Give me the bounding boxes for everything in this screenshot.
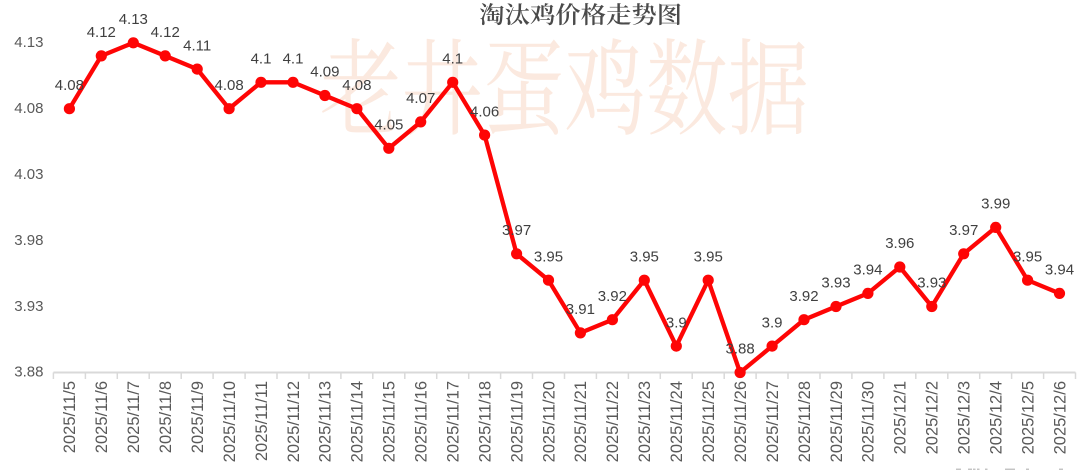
svg-text:2025/12/3: 2025/12/3	[956, 381, 974, 454]
svg-text:3.97: 3.97	[949, 222, 978, 239]
svg-text:2025/11/7: 2025/11/7	[125, 381, 143, 453]
svg-text:2025/11/5: 2025/11/5	[61, 381, 79, 453]
svg-text:3.98: 3.98	[14, 232, 43, 249]
svg-text:4.06: 4.06	[470, 103, 499, 120]
svg-text:4.09: 4.09	[310, 64, 339, 81]
svg-text:2025/11/12: 2025/11/12	[285, 381, 303, 462]
svg-text:2025/11/17: 2025/11/17	[445, 381, 463, 462]
svg-text:2025/11/10: 2025/11/10	[221, 381, 239, 462]
svg-text:3.94: 3.94	[1045, 262, 1074, 279]
svg-text:2025/11/23: 2025/11/23	[636, 381, 654, 462]
svg-text:2025/11/26: 2025/11/26	[732, 381, 750, 462]
svg-text:4.08: 4.08	[14, 100, 43, 117]
svg-text:2025/11/18: 2025/11/18	[476, 381, 494, 462]
svg-text:2025/11/15: 2025/11/15	[381, 381, 399, 462]
svg-text:3.93: 3.93	[821, 275, 850, 292]
svg-text:4.1: 4.1	[251, 51, 272, 68]
svg-text:3.9: 3.9	[762, 314, 783, 331]
svg-text:3.95: 3.95	[630, 248, 659, 265]
svg-text:2025/11/21: 2025/11/21	[572, 381, 590, 462]
svg-text:3.95: 3.95	[694, 248, 723, 265]
svg-text:2025/12/5: 2025/12/5	[1019, 381, 1037, 454]
svg-text:3.95: 3.95	[534, 248, 563, 265]
svg-text:4.03: 4.03	[14, 166, 43, 183]
svg-text:4.13: 4.13	[119, 11, 148, 28]
svg-text:2025/11/20: 2025/11/20	[540, 381, 558, 462]
svg-text:2025/11/24: 2025/11/24	[668, 381, 686, 462]
svg-text:2025/11/14: 2025/11/14	[349, 381, 367, 462]
svg-text:3.96: 3.96	[885, 235, 914, 252]
svg-text:4.08: 4.08	[342, 77, 371, 94]
svg-text:2025/12/2: 2025/12/2	[924, 381, 942, 454]
svg-text:2025/11/16: 2025/11/16	[413, 381, 431, 462]
svg-text:2025/11/22: 2025/11/22	[604, 381, 622, 462]
svg-text:4.1: 4.1	[283, 51, 304, 68]
svg-text:2025/11/19: 2025/11/19	[508, 381, 526, 462]
svg-text:3.88: 3.88	[725, 341, 754, 358]
svg-text:4.11: 4.11	[183, 37, 211, 54]
svg-text:2025/11/28: 2025/11/28	[796, 381, 814, 462]
svg-text:2025/11/6: 2025/11/6	[93, 381, 111, 453]
svg-text:3.9: 3.9	[666, 314, 687, 331]
svg-text:4.12: 4.12	[87, 24, 116, 41]
svg-text:3.99: 3.99	[981, 196, 1010, 213]
svg-text:3.88: 3.88	[14, 364, 43, 381]
svg-text:2025/12/6: 2025/12/6	[1051, 381, 1069, 454]
svg-text:3.97: 3.97	[502, 222, 531, 239]
svg-text:3.95: 3.95	[1013, 248, 1042, 265]
svg-text:3.93: 3.93	[14, 298, 43, 315]
svg-text:3.92: 3.92	[789, 288, 818, 305]
svg-text:3.92: 3.92	[598, 288, 627, 305]
svg-text:3.93: 3.93	[917, 275, 946, 292]
svg-text:3.91: 3.91	[566, 301, 595, 318]
svg-text:2025/11/30: 2025/11/30	[860, 381, 878, 462]
svg-text:4.08: 4.08	[55, 77, 84, 94]
svg-text:3.94: 3.94	[853, 262, 882, 279]
svg-text:4.08: 4.08	[214, 77, 243, 94]
svg-text:4.12: 4.12	[151, 24, 180, 41]
svg-text:2025/11/25: 2025/11/25	[700, 381, 718, 462]
svg-text:2025/11/27: 2025/11/27	[764, 381, 782, 462]
svg-text:2025/12/4: 2025/12/4	[988, 381, 1006, 454]
svg-text:2025/11/11: 2025/11/11	[253, 381, 271, 461]
svg-text:2025/11/13: 2025/11/13	[317, 381, 335, 462]
svg-text:2025/11/9: 2025/11/9	[189, 381, 207, 453]
svg-text:4.07: 4.07	[406, 90, 435, 107]
svg-text:4.1: 4.1	[442, 51, 463, 68]
svg-text:2025/12/1: 2025/12/1	[892, 381, 910, 454]
svg-text:2025/11/8: 2025/11/8	[157, 381, 175, 453]
svg-text:2025/11/29: 2025/11/29	[828, 381, 846, 462]
svg-text:4.05: 4.05	[374, 117, 403, 134]
svg-text:4.13: 4.13	[14, 34, 43, 51]
